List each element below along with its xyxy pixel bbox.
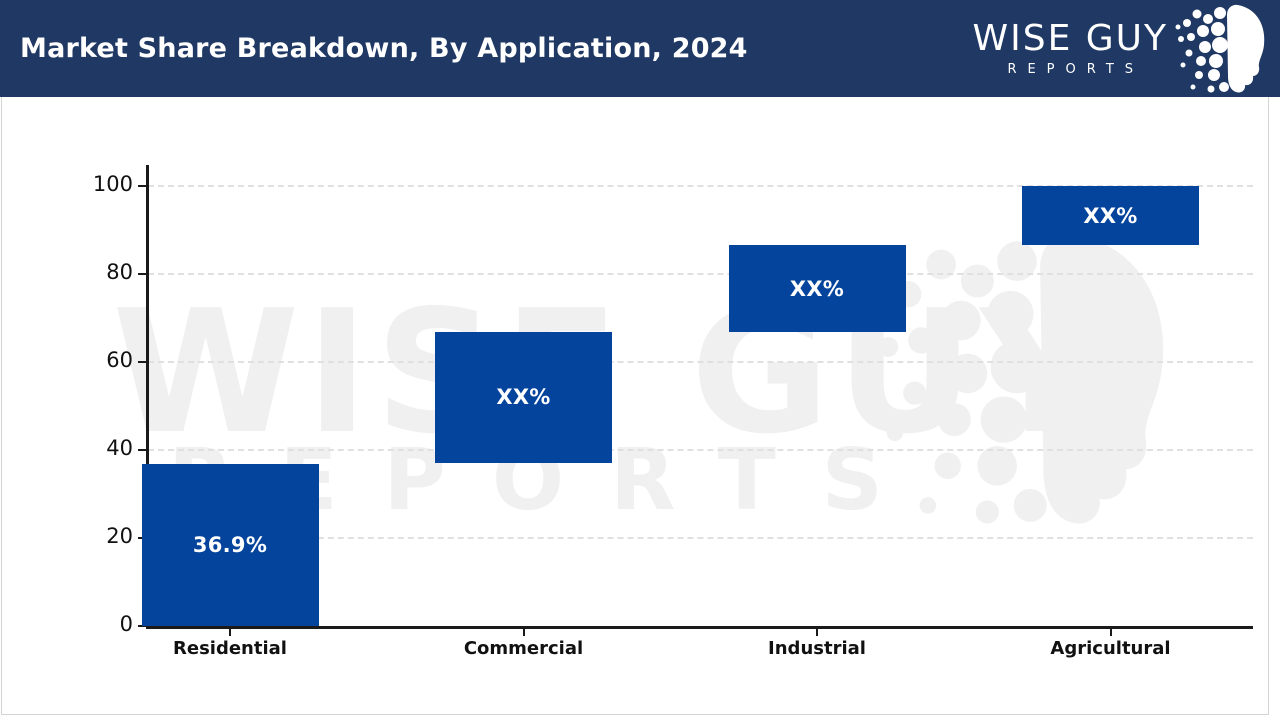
gridline-y80 <box>148 273 1253 275</box>
x-axis-tick <box>229 628 231 636</box>
y-tick-label: 80 <box>106 260 133 284</box>
y-tick-label: 0 <box>119 612 133 636</box>
x-axis-line <box>146 626 1253 629</box>
category-label-industrial: Industrial <box>768 638 866 659</box>
x-axis-tick <box>1109 628 1112 636</box>
category-label-residential: Residential <box>173 638 287 659</box>
y-axis-line <box>146 165 149 627</box>
y-axis-tick <box>138 625 147 627</box>
brand-name: WISE GUY <box>972 17 1168 59</box>
y-tick-label: 60 <box>106 348 133 372</box>
y-axis-tick <box>138 185 147 187</box>
bar-value-label: 36.9% <box>192 532 268 557</box>
bar-value-label: XX% <box>1083 203 1138 228</box>
y-axis-tick <box>138 361 147 363</box>
y-tick-label: 40 <box>106 436 133 460</box>
category-label-commercial: Commercial <box>463 638 584 659</box>
bar-agricultural: XX% <box>1022 186 1199 246</box>
bar-value-label: XX% <box>789 276 845 301</box>
y-tick-label: 100 <box>92 172 133 196</box>
bar-commercial: XX% <box>435 331 612 464</box>
y-axis-tick <box>138 449 147 451</box>
bar-value-label: XX% <box>496 385 551 410</box>
bar-industrial: XX% <box>728 245 906 332</box>
face-dots-icon <box>1175 4 1265 93</box>
content-frame <box>1 97 1269 715</box>
x-axis-tick <box>816 628 818 636</box>
header-bar: Market Share Breakdown, By Application, … <box>0 0 1280 97</box>
page-title: Market Share Breakdown, By Application, … <box>20 33 748 64</box>
gridline-y60 <box>148 361 1253 363</box>
gridline-y40 <box>148 449 1253 451</box>
brand-logo: WISE GUY REPORTS <box>973 3 1271 95</box>
gridline-y100 <box>148 185 1253 187</box>
x-axis-tick <box>522 628 525 636</box>
gridline-y20 <box>148 537 1253 539</box>
brand-logo-text: WISE GUY REPORTS <box>972 17 1169 77</box>
y-axis-tick <box>138 273 147 275</box>
category-label-agricultural: Agricultural <box>1050 638 1171 659</box>
brand-subname: REPORTS <box>1007 61 1145 77</box>
bar-residential: 36.9% <box>141 463 319 626</box>
y-tick-label: 20 <box>106 524 133 548</box>
watermark-face-dots <box>870 234 1164 524</box>
